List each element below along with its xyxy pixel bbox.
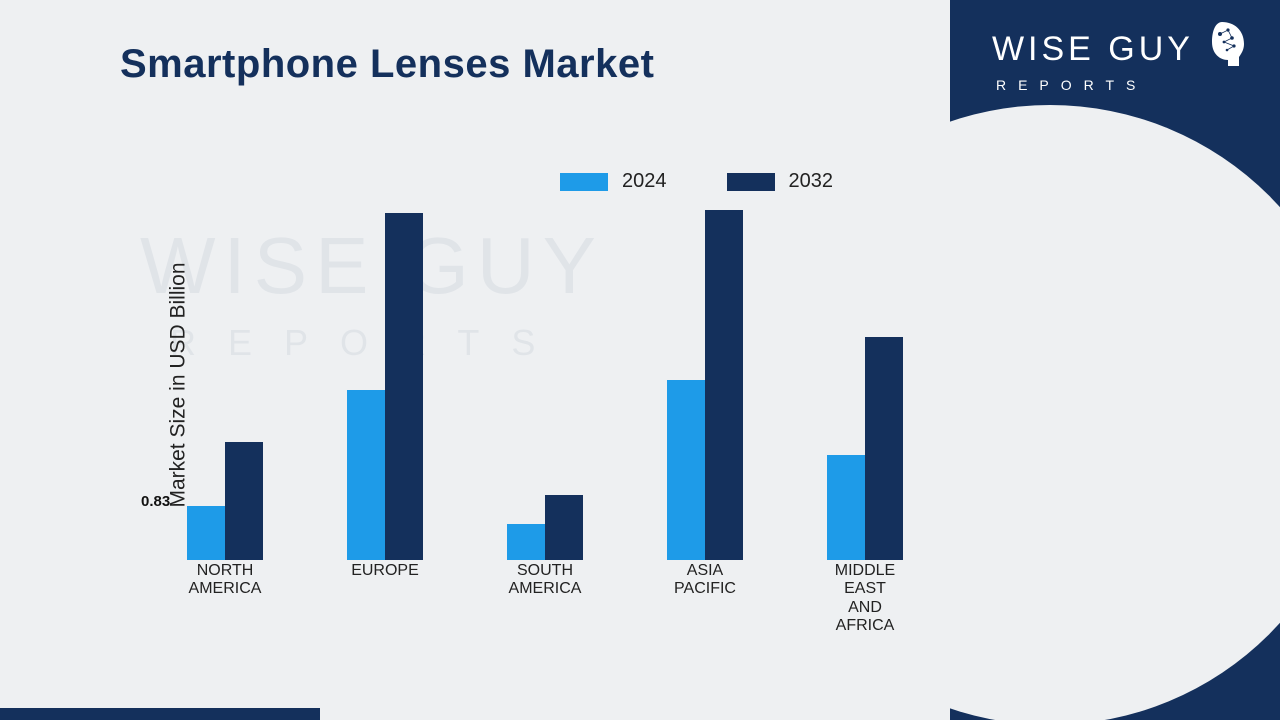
bar bbox=[347, 390, 385, 560]
bar-group bbox=[320, 200, 450, 560]
bar bbox=[225, 442, 263, 560]
bar-group: 0.83 bbox=[160, 200, 290, 560]
plot-area: 0.83 bbox=[130, 200, 910, 560]
bar bbox=[705, 210, 743, 560]
bar bbox=[545, 495, 583, 560]
page: WISE GUY REPORTS Smartphone Lenses Marke… bbox=[0, 0, 1280, 720]
bar-pair bbox=[800, 200, 930, 560]
bar-pair bbox=[480, 200, 610, 560]
bar bbox=[187, 506, 225, 560]
category-label: MIDDLEEASTANDAFRICA bbox=[795, 562, 935, 636]
footer-bar bbox=[0, 708, 320, 720]
category-label: NORTHAMERICA bbox=[155, 562, 295, 599]
chart: Market Size in USD Billion 0.83 NORTHAME… bbox=[90, 170, 910, 600]
bar-group bbox=[800, 200, 930, 560]
brand-line1: WISE GUY bbox=[992, 30, 1194, 69]
bar bbox=[827, 455, 865, 560]
page-title: Smartphone Lenses Market bbox=[120, 42, 654, 87]
bar bbox=[667, 380, 705, 560]
bar bbox=[865, 337, 903, 560]
bar-pair bbox=[320, 200, 450, 560]
bar bbox=[385, 213, 423, 560]
brand-line2: REPORTS bbox=[992, 77, 1250, 93]
bar bbox=[507, 524, 545, 560]
brand-head-icon bbox=[1200, 20, 1250, 79]
value-label: 0.83 bbox=[141, 493, 170, 510]
bar-group bbox=[640, 200, 770, 560]
category-label: EUROPE bbox=[315, 562, 455, 580]
bar-pair bbox=[640, 200, 770, 560]
brand-logo: WISE GUY REPORTS bbox=[992, 20, 1250, 93]
category-label: ASIAPACIFIC bbox=[635, 562, 775, 599]
bar-pair bbox=[160, 200, 290, 560]
bar-group bbox=[480, 200, 610, 560]
category-label: SOUTHAMERICA bbox=[475, 562, 615, 599]
